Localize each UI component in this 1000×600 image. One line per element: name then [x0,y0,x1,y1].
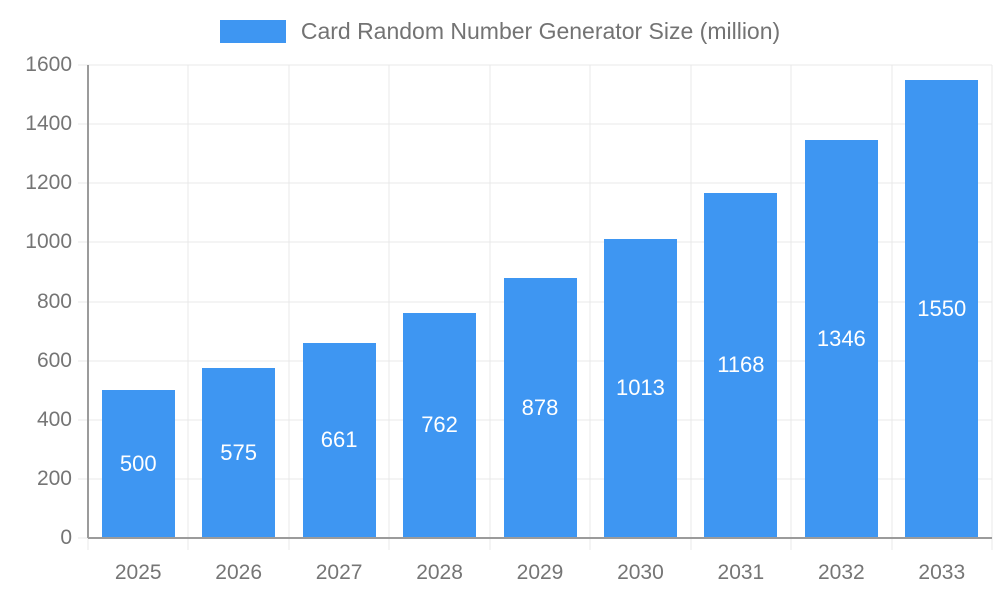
gridline-x [589,65,591,550]
legend-swatch-icon [219,19,286,43]
gridline-x [891,65,893,550]
bar-value-label: 575 [220,440,258,465]
bar: 1013 [603,238,677,538]
bar: 661 [302,342,376,538]
bar: 1550 [905,79,979,538]
y-axis-tick-label: 800 [36,289,72,313]
bar: 878 [503,278,577,538]
x-axis-tick-label: 2030 [617,561,664,584]
gridline-x [991,65,993,550]
gridline-x [690,65,692,550]
gridline-x [187,65,189,550]
y-axis-tick-label: 400 [36,407,72,431]
gridline-x [288,65,290,550]
y-axis-tick-label: 0 [60,526,72,549]
bar-value-label: 1013 [615,375,665,401]
bar-value-label: 1168 [717,352,765,378]
y-axis-line [87,65,89,538]
plot-area: 0 200 400 600 800 1000 1200 1400 1600 500 2025 575 2… [25,53,993,584]
gridline-x [790,65,792,550]
x-axis-tick-label: 2025 [114,561,162,584]
bar-value-label: 1550 [917,295,967,321]
y-axis-tick-label: 200 [36,466,72,490]
y-axis-tick-label: 1200 [25,171,72,195]
x-axis-tick-label: 2031 [717,561,765,584]
x-axis-tick-label: 2026 [215,561,263,584]
bar-value-label: 500 [119,451,157,477]
y-axis-tick-label: 1600 [25,53,72,76]
bar-value-label: 1346 [816,326,866,352]
x-axis-tick-label: 2032 [817,561,865,584]
bar: 1168 [704,192,778,538]
x-axis-tick-label: 2027 [315,561,363,584]
bar-value-label: 661 [320,427,358,453]
bar: 762 [403,312,477,538]
bar: 1346 [804,140,878,538]
legend-label: Card Random Number Generator Size (milli… [300,18,781,44]
x-axis-tick-label: 2033 [918,561,966,584]
y-axis-tick-label: 600 [36,348,72,372]
y-axis-tick-label: 1400 [25,112,72,136]
gridline-x [388,65,390,550]
x-axis-tick-label: 2029 [516,561,564,584]
bar: 500 [101,390,175,538]
x-axis-tick-label: 2028 [416,561,463,584]
gridline-x [489,65,491,550]
bar: 575 [202,368,276,538]
gridline-y [78,64,992,66]
gridline-y [78,182,992,184]
gridline-y [78,241,992,243]
x-axis-line [88,537,992,539]
bar-value-label: 762 [421,412,458,438]
chart-legend: Card Random Number Generator Size (milli… [0,17,1000,45]
gridline-y [78,123,992,125]
bar-value-label: 878 [521,395,559,421]
y-axis-tick-label: 1000 [25,230,72,254]
